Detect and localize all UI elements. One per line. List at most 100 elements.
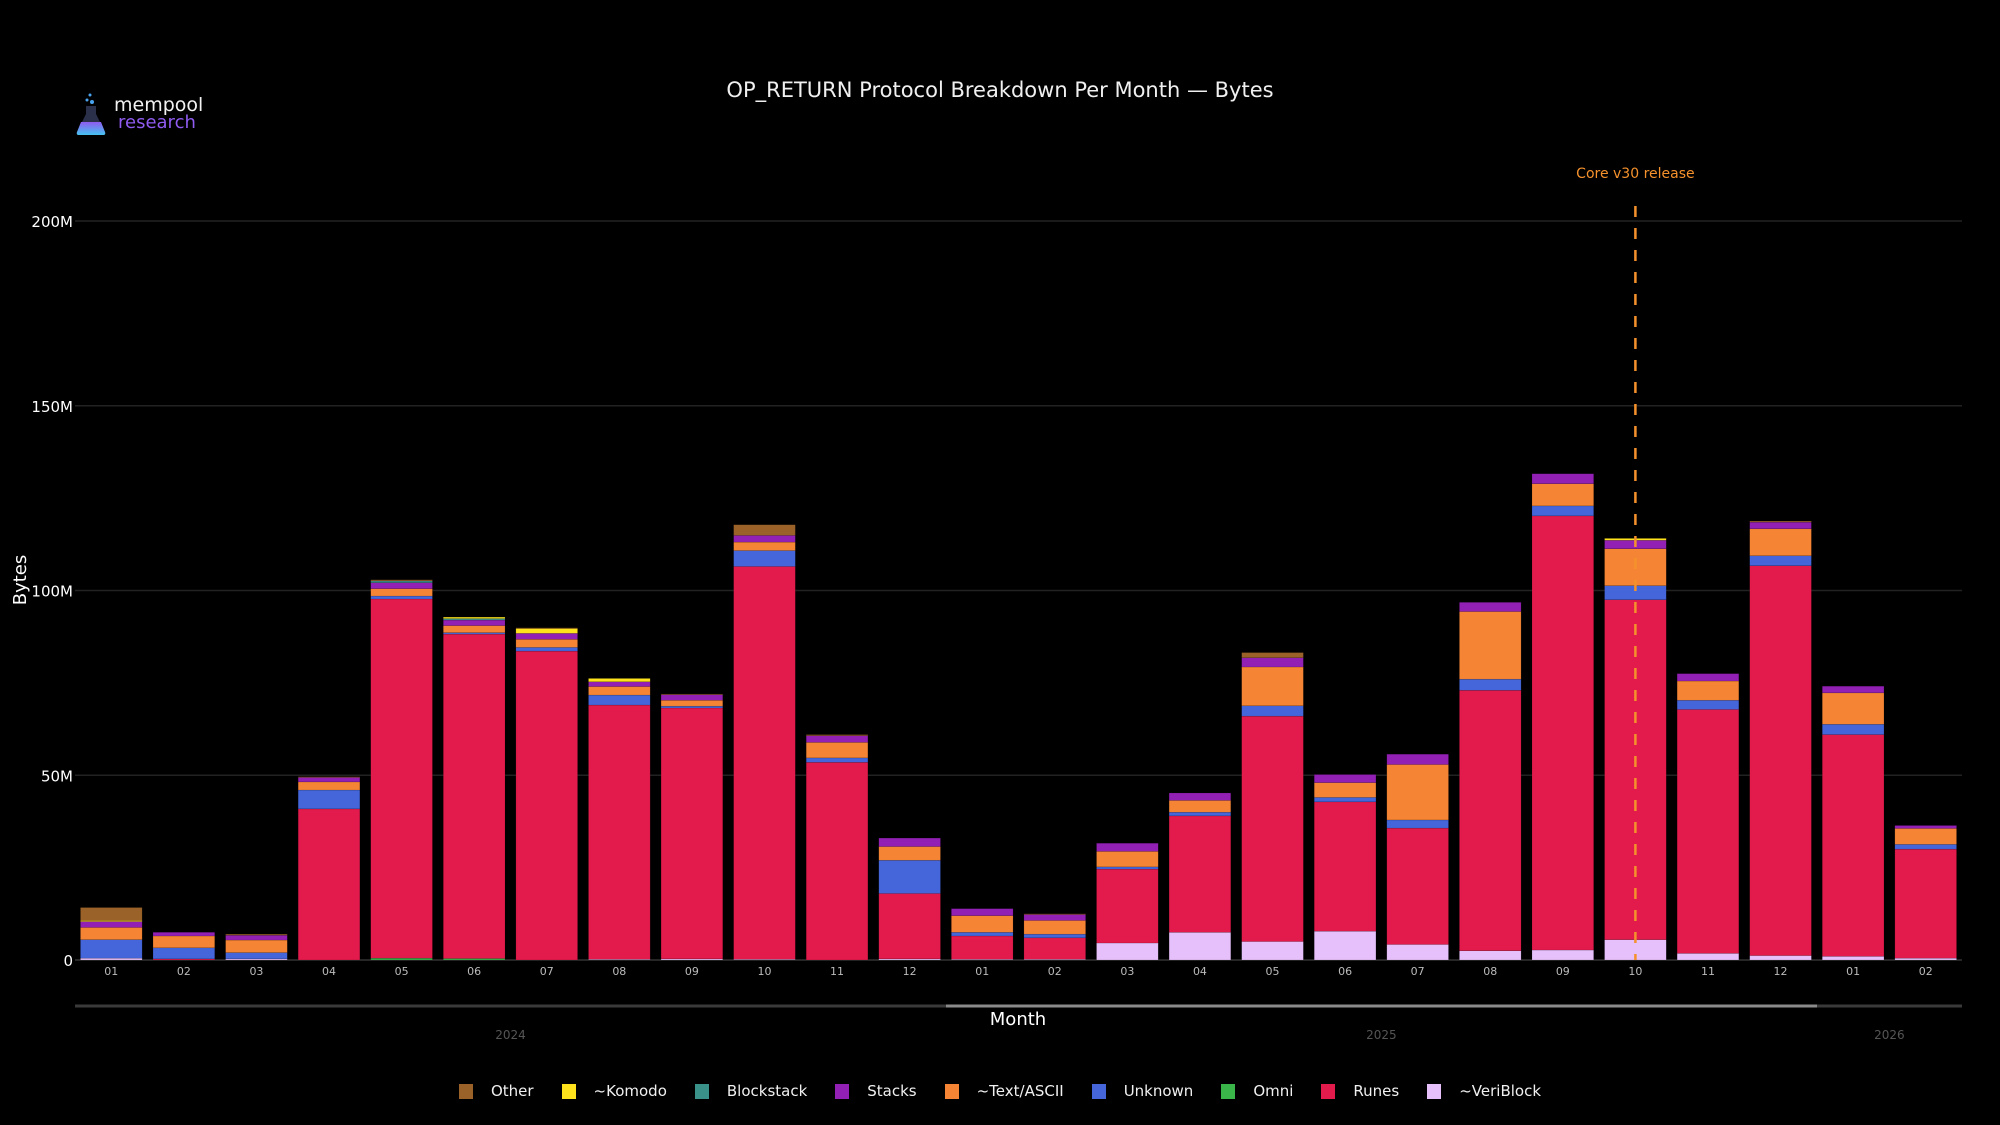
bar-segment-textascii[interactable] xyxy=(1822,692,1885,725)
bar-segment-textascii[interactable] xyxy=(1676,680,1740,701)
bar-segment-stacks[interactable] xyxy=(951,908,1014,916)
bar-segment-stacks[interactable] xyxy=(515,633,578,640)
bar-segment-other[interactable] xyxy=(1023,913,1086,915)
bar-segment-unknown[interactable] xyxy=(1676,699,1740,710)
bar-segment-stacks[interactable] xyxy=(660,694,723,701)
bar-segment-textascii[interactable] xyxy=(1168,800,1232,813)
bar-segment-other[interactable] xyxy=(297,776,361,778)
bar-segment-unknown[interactable] xyxy=(297,789,361,810)
legend-item[interactable]: ~Text/ASCII xyxy=(944,1082,1064,1100)
bar-segment-stacks[interactable] xyxy=(443,619,506,626)
bar-segment-runes[interactable] xyxy=(297,808,361,961)
bar-segment-textascii[interactable] xyxy=(1386,764,1449,821)
bar-stack[interactable] xyxy=(588,678,651,961)
bar-segment-unknown[interactable] xyxy=(588,694,651,706)
bar-segment-other[interactable] xyxy=(80,907,143,921)
bar-segment-omni[interactable] xyxy=(370,957,433,961)
legend-item[interactable]: Runes xyxy=(1321,1082,1399,1100)
bar-stack[interactable] xyxy=(443,616,506,961)
bar-segment-runes[interactable] xyxy=(805,762,869,961)
bar-segment-textascii[interactable] xyxy=(805,742,869,759)
bar-segment-textascii[interactable] xyxy=(1096,851,1159,868)
bar-stack[interactable] xyxy=(1096,842,1159,961)
bar-segment-unknown[interactable] xyxy=(1749,555,1812,566)
bar-stack[interactable] xyxy=(1386,753,1449,961)
bar-segment-runes[interactable] xyxy=(878,893,941,960)
bar-segment-unknown[interactable] xyxy=(225,952,288,960)
bar-segment-unknown[interactable] xyxy=(515,647,578,652)
bar-segment-runes[interactable] xyxy=(1822,734,1885,957)
bar-segment-unknown[interactable] xyxy=(1386,819,1449,829)
bar-segment-runes[interactable] xyxy=(1749,565,1812,956)
bar-segment-veriblock[interactable] xyxy=(1096,942,1159,961)
bar-segment-unknown[interactable] xyxy=(152,947,215,960)
bar-segment-runes[interactable] xyxy=(1314,801,1377,932)
bar-segment-unknown[interactable] xyxy=(1168,811,1232,817)
bar-segment-stacks[interactable] xyxy=(1386,753,1449,765)
bar-segment-stacks[interactable] xyxy=(1459,602,1522,612)
bar-segment-unknown[interactable] xyxy=(1241,705,1304,717)
bar-segment-stacks[interactable] xyxy=(588,681,651,687)
bar-stack[interactable] xyxy=(1314,774,1377,961)
bar-segment-runes[interactable] xyxy=(1531,515,1594,951)
bar-stack[interactable] xyxy=(515,627,578,961)
bar-segment-textascii[interactable] xyxy=(152,935,215,949)
bar-segment-textascii[interactable] xyxy=(1314,782,1377,798)
bar-stack[interactable] xyxy=(1241,652,1304,961)
bar-segment-veriblock[interactable] xyxy=(1386,944,1449,961)
bar-segment-other[interactable] xyxy=(1749,520,1812,523)
bar-segment-stacks[interactable] xyxy=(1822,685,1885,694)
bar-segment-other[interactable] xyxy=(515,627,578,629)
bar-segment-stacks[interactable] xyxy=(152,932,215,937)
bar-segment-textascii[interactable] xyxy=(1459,611,1522,680)
bar-segment-other[interactable] xyxy=(805,734,869,736)
bar-segment-stacks[interactable] xyxy=(80,921,143,928)
bar-segment-veriblock[interactable] xyxy=(1822,956,1885,961)
bar-stack[interactable] xyxy=(225,933,288,961)
bar-segment-runes[interactable] xyxy=(370,598,433,959)
legend-item[interactable]: Stacks xyxy=(835,1082,917,1100)
bar-segment-stacks[interactable] xyxy=(1241,657,1304,668)
bar-segment-runes[interactable] xyxy=(660,707,723,960)
bar-segment-textascii[interactable] xyxy=(1894,828,1957,845)
bar-segment-unknown[interactable] xyxy=(1096,866,1159,870)
bar-segment-unknown[interactable] xyxy=(1023,933,1086,939)
bar-segment-stacks[interactable] xyxy=(1676,673,1740,682)
bar-segment-other[interactable] xyxy=(370,579,433,582)
bar-segment-other[interactable] xyxy=(733,524,796,536)
bar-segment-runes[interactable] xyxy=(1894,848,1957,959)
bar-segment-textascii[interactable] xyxy=(370,588,433,597)
bar-segment-runes[interactable] xyxy=(1023,937,1086,960)
bar-segment-stacks[interactable] xyxy=(878,837,941,847)
bar-segment-textascii[interactable] xyxy=(733,541,796,551)
bar-segment-unknown[interactable] xyxy=(1314,797,1377,803)
bar-segment-veriblock[interactable] xyxy=(1531,949,1594,961)
bar-stack[interactable] xyxy=(152,932,215,961)
bar-stack[interactable] xyxy=(1531,473,1594,961)
bar-segment-unknown[interactable] xyxy=(951,932,1014,937)
bar-segment-other[interactable] xyxy=(660,693,723,695)
bar-segment-stacks[interactable] xyxy=(1749,521,1812,530)
bar-segment-unknown[interactable] xyxy=(80,939,143,959)
bar-segment-textascii[interactable] xyxy=(297,781,361,791)
legend-item[interactable]: ~Komodo xyxy=(561,1082,667,1100)
bar-segment-runes[interactable] xyxy=(443,633,506,959)
legend-item[interactable]: ~VeriBlock xyxy=(1427,1082,1541,1100)
bar-segment-textascii[interactable] xyxy=(660,699,723,707)
bar-segment-stacks[interactable] xyxy=(1531,473,1594,484)
legend-item[interactable]: Omni xyxy=(1221,1082,1293,1100)
bar-segment-unknown[interactable] xyxy=(1459,678,1522,691)
bar-segment-runes[interactable] xyxy=(951,935,1014,960)
bar-segment-blockstack[interactable] xyxy=(370,580,433,583)
bar-segment-runes[interactable] xyxy=(733,566,796,960)
bar-segment-unknown[interactable] xyxy=(660,705,723,709)
bar-stack[interactable] xyxy=(660,693,723,961)
bar-segment-textascii[interactable] xyxy=(1749,528,1812,557)
bar-segment-textascii[interactable] xyxy=(1241,666,1304,707)
bar-segment-textascii[interactable] xyxy=(1531,483,1594,507)
bar-segment-runes[interactable] xyxy=(1676,709,1740,954)
bar-segment-komodo[interactable] xyxy=(443,616,506,619)
bar-segment-veriblock[interactable] xyxy=(1894,957,1957,961)
legend-item[interactable]: Blockstack xyxy=(694,1082,807,1100)
bar-stack[interactable] xyxy=(951,908,1014,961)
